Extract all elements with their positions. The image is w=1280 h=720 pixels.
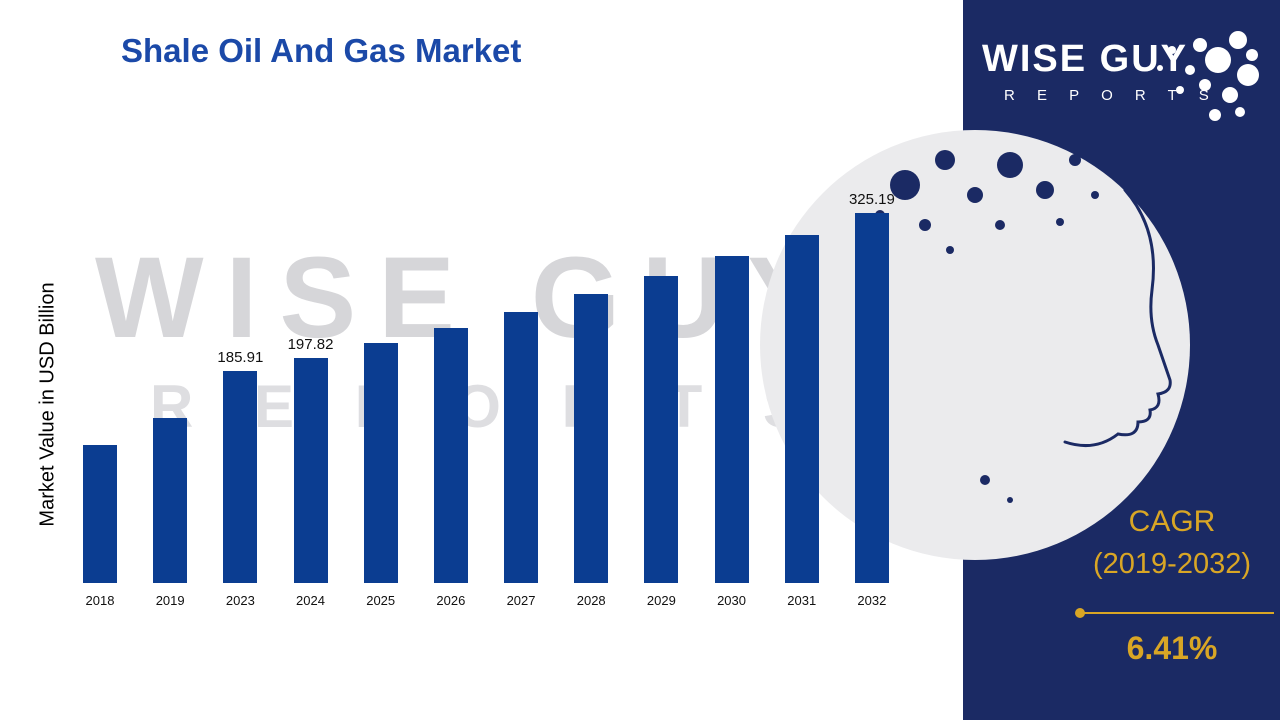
bar-column: 325.19 2032 [848, 173, 895, 608]
bar-column: 2028 [571, 173, 611, 608]
x-axis-tick-label: 2024 [296, 593, 325, 608]
bar [644, 276, 679, 583]
bar [363, 343, 398, 583]
x-axis-tick-label: 2032 [857, 593, 887, 608]
x-axis-tick-label: 2019 [155, 593, 185, 608]
x-axis-tick-label: 2030 [717, 593, 746, 608]
bar [504, 312, 539, 583]
bar-column: 2025 [361, 173, 401, 608]
bar-value-label: 185.91 [217, 349, 264, 366]
x-axis-tick-label: 2031 [787, 593, 817, 608]
x-axis-tick-label: 2029 [646, 593, 676, 608]
bar-column: 2019 [150, 173, 190, 608]
cagr-value: 6.41% [1126, 630, 1218, 666]
logo-wiseguy-text: WISE GUY [982, 38, 1189, 80]
x-axis-tick-label: 2023 [225, 593, 255, 608]
bar [293, 358, 328, 583]
bar [714, 256, 749, 583]
bar-column: 2029 [641, 173, 681, 608]
bar [784, 235, 819, 583]
logo-reports-text: R E P O R T S [1004, 87, 1218, 104]
bar-column: 2026 [431, 173, 471, 608]
x-axis-tick-label: 2018 [85, 593, 115, 608]
bar [223, 371, 258, 583]
bar-chart-area: 2018 2019 185.91 2023 197.82 2024 2025 2026 2027… [80, 173, 895, 608]
x-axis-tick-label: 2026 [436, 593, 466, 608]
bar-column: 197.82 2024 [287, 173, 334, 608]
page-title: Shale Oil And Gas Market [121, 32, 522, 69]
bar-column: 2030 [712, 173, 752, 608]
x-axis-tick-label: 2027 [506, 593, 536, 608]
cagr-range: (2019-2032) [1093, 548, 1251, 580]
bar-column: 185.91 2023 [217, 173, 264, 608]
bar [153, 418, 188, 583]
bar-column: 2018 [80, 173, 120, 608]
x-axis-tick-label: 2028 [576, 593, 606, 608]
bar [433, 328, 468, 583]
bar-column: 2031 [782, 173, 822, 608]
cagr-label: CAGR [1128, 505, 1216, 538]
cagr-block: CAGR (2019-2032) [1072, 505, 1272, 581]
x-axis-tick-label: 2025 [366, 593, 396, 608]
bar [854, 213, 889, 583]
bar [574, 294, 609, 583]
bar [83, 445, 117, 583]
gold-divider-line [1075, 608, 1274, 618]
bar-value-label: 325.19 [848, 191, 895, 208]
bar-value-label: 197.82 [287, 336, 334, 353]
watermark-reports: R E P O R T S [150, 373, 825, 440]
bar-column: 2027 [501, 173, 541, 608]
brand-logo: WISE GUY R E P O R T S [982, 38, 1212, 104]
gold-divider-dot [1075, 608, 1085, 618]
y-axis-label: Market Value in USD Billion [36, 282, 59, 527]
